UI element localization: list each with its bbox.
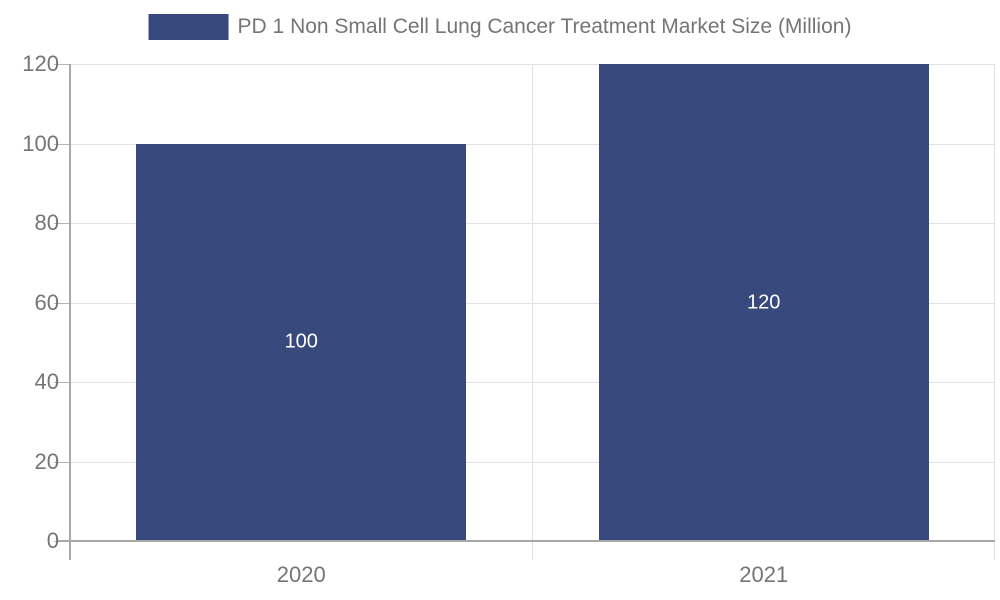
x-tick-label-2020: 2020 (276, 562, 326, 587)
y-tick-label: 120 (22, 51, 59, 76)
h-gridline (70, 302, 995, 304)
bar-2021[interactable] (598, 64, 929, 541)
legend-swatch (148, 14, 229, 40)
v-gridline (531, 64, 533, 560)
y-tick-label: 100 (22, 130, 59, 156)
y-axis-tick (54, 302, 70, 304)
x-tick-label-2021: 2021 (739, 562, 789, 587)
legend-label: PD 1 Non Small Cell Lung Cancer Treatmen… (237, 15, 852, 38)
h-gridline (70, 223, 995, 224)
y-tick-label: 60 (34, 289, 59, 315)
y-tick-label: 0 (46, 528, 59, 553)
y-axis-line (69, 64, 71, 560)
y-tick-label: 20 (34, 448, 59, 474)
bar-2020[interactable] (136, 143, 467, 541)
plot-area: 0 20 40 60 80 100 120 100 120 2020 2021 (22, 51, 995, 587)
y-tick-label: 40 (34, 369, 59, 394)
y-tick-label: 80 (34, 210, 59, 235)
y-axis-tick (54, 461, 70, 463)
y-axis-tick (54, 382, 70, 383)
h-gridline (70, 64, 995, 65)
y-axis-tick (54, 143, 70, 145)
y-axis-tick (54, 223, 70, 224)
bar-value-label: 100 (284, 330, 318, 353)
y-axis-tick (54, 64, 70, 65)
bar-value-label: 120 (747, 291, 781, 313)
h-gridline (70, 143, 995, 145)
v-gridline (994, 64, 995, 560)
h-gridline (70, 382, 995, 383)
legend-item[interactable]: PD 1 Non Small Cell Lung Cancer Treatmen… (148, 14, 852, 40)
h-gridline (70, 461, 995, 463)
x-axis-line (58, 540, 995, 542)
